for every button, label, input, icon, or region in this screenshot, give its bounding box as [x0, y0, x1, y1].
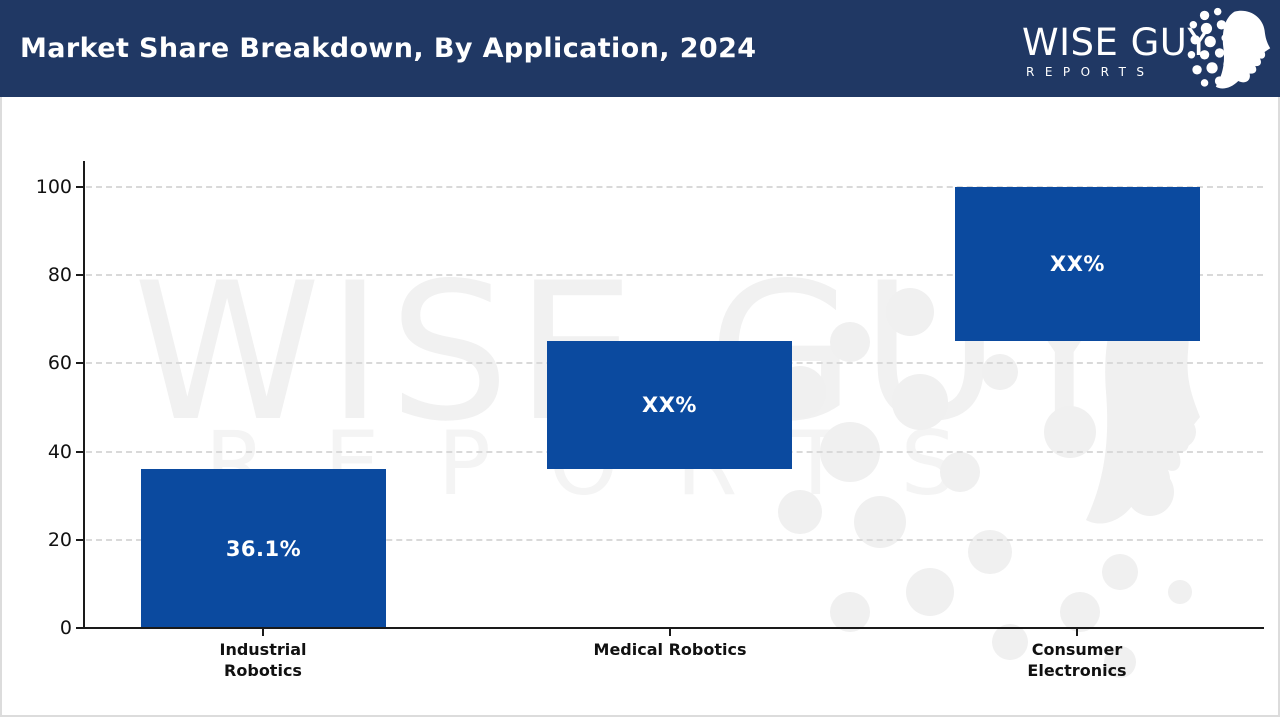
y-tick-label: 60	[47, 352, 72, 374]
page-border	[0, 97, 2, 717]
bar-value-label: XX%	[1050, 252, 1105, 276]
bar-value-label: XX%	[642, 393, 697, 417]
gridline	[86, 539, 1263, 541]
bar-value-label: 36.1%	[225, 536, 302, 561]
bar-consumer-electronics: XX%	[955, 187, 1200, 341]
x-category-label: Industrial Robotics	[219, 640, 307, 680]
x-category-label: Medical Robotics	[593, 640, 747, 659]
y-tick-label: 100	[35, 176, 72, 198]
y-axis	[83, 161, 85, 629]
gridline	[86, 274, 1263, 276]
logo-sub-text: REPORTS	[1026, 65, 1155, 79]
y-tick	[76, 627, 84, 629]
page-border	[1278, 97, 1280, 717]
wiseguy-face-icon	[1187, 7, 1271, 89]
y-tick-label: 80	[47, 264, 72, 286]
bar-industrial-robotics: 36.1%	[141, 469, 386, 628]
bar-medical-robotics: XX%	[547, 341, 792, 469]
chart-area: WISE GUY REPORTS 100 80 60	[0, 97, 1280, 720]
y-tick	[76, 539, 84, 541]
y-tick	[76, 362, 84, 364]
y-tick-label: 20	[47, 529, 72, 551]
page-border	[0, 715, 1280, 717]
y-tick	[76, 274, 84, 276]
gridline	[86, 186, 1263, 188]
x-category-label: Consumer Electronics	[1027, 640, 1127, 680]
x-tick	[1076, 629, 1078, 636]
y-tick	[76, 451, 84, 453]
logo-text: WISE GUY REPORTS	[1022, 21, 1211, 79]
y-tick-label: 40	[47, 441, 72, 463]
logo-brand-text: WISE GUY	[1022, 21, 1211, 64]
x-tick	[669, 629, 671, 636]
y-tick	[76, 186, 84, 188]
x-axis	[84, 627, 1264, 629]
page-title: Market Share Breakdown, By Application, …	[20, 33, 757, 64]
wiseguy-logo: WISE GUY REPORTS	[1022, 6, 1272, 92]
y-tick-label: 0	[59, 617, 72, 639]
header: Market Share Breakdown, By Application, …	[0, 0, 1280, 97]
x-tick	[262, 629, 264, 636]
